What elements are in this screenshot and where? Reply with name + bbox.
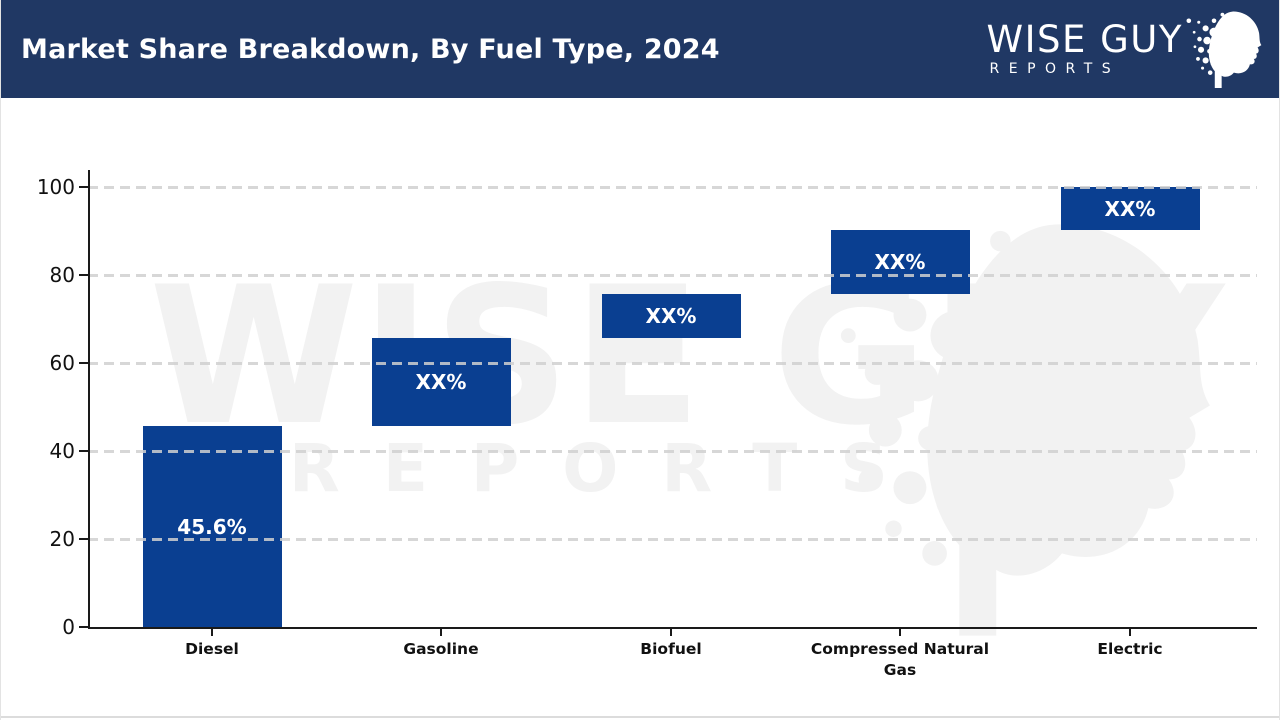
- y-tick-60: [79, 362, 88, 364]
- logo-text: WISE GUY REPORTS: [987, 21, 1183, 77]
- y-tick-label-60: 60: [49, 351, 75, 375]
- x-tick-compressed-natural-gas: [899, 627, 901, 636]
- bar-biofuel: XX%: [601, 294, 741, 339]
- y-tick-80: [79, 274, 88, 276]
- x-tick-electric: [1129, 627, 1131, 636]
- watermark-head-icon: [840, 224, 1210, 636]
- x-tick-gasoline: [440, 627, 442, 636]
- x-tick-label-electric: Electric: [1097, 640, 1163, 658]
- y-tick-label-100: 100: [36, 175, 75, 199]
- page-title: Market Share Breakdown, By Fuel Type, 20…: [21, 33, 720, 65]
- logo-head-icon: [1186, 11, 1262, 88]
- logo-wordmark: WISE GUY: [986, 18, 1183, 61]
- bar-compressed-natural-gas: XX%: [830, 230, 970, 295]
- bar-diesel: 45.6%: [142, 426, 282, 627]
- wiseguy-logo: WISE GUY REPORTS: [987, 7, 1269, 91]
- gridline-20: [88, 538, 1257, 541]
- x-axis: [88, 627, 1257, 629]
- bar-value-label-electric: XX%: [1104, 196, 1156, 221]
- watermark-subtitle: REPORTS: [289, 430, 931, 507]
- bar-electric: XX%: [1060, 187, 1200, 231]
- gridline-100: [88, 186, 1257, 189]
- bar-value-label-gasoline: XX%: [415, 370, 467, 395]
- y-tick-label-0: 0: [62, 615, 75, 639]
- x-tick-biofuel: [670, 627, 672, 636]
- x-tick-label-compressed-natural-gas: Compressed Natural Gas: [810, 640, 990, 679]
- y-axis: [88, 170, 90, 629]
- y-tick-label-40: 40: [49, 439, 75, 463]
- x-tick-label-biofuel: Biofuel: [640, 640, 702, 658]
- y-tick-label-20: 20: [49, 527, 75, 551]
- bar-value-label-compressed-natural-gas: XX%: [874, 250, 926, 275]
- x-tick-label-diesel: Diesel: [185, 640, 239, 658]
- x-tick-diesel: [211, 627, 213, 636]
- y-tick-40: [79, 450, 88, 452]
- y-tick-0: [79, 626, 88, 628]
- bottom-rule: [1, 716, 1279, 718]
- logo-subtitle: REPORTS: [989, 61, 1121, 77]
- bar-value-label-biofuel: XX%: [645, 304, 697, 329]
- bar-value-label-diesel: 45.6%: [177, 514, 247, 539]
- y-tick-label-80: 80: [49, 263, 75, 287]
- gridline-60: [88, 362, 1257, 365]
- gridline-80: [88, 274, 1257, 277]
- y-tick-100: [79, 186, 88, 188]
- header: Market Share Breakdown, By Fuel Type, 20…: [1, 0, 1279, 98]
- x-tick-label-gasoline: Gasoline: [403, 640, 479, 658]
- y-tick-20: [79, 538, 88, 540]
- gridline-40: [88, 450, 1257, 453]
- bar-gasoline: XX%: [371, 338, 511, 427]
